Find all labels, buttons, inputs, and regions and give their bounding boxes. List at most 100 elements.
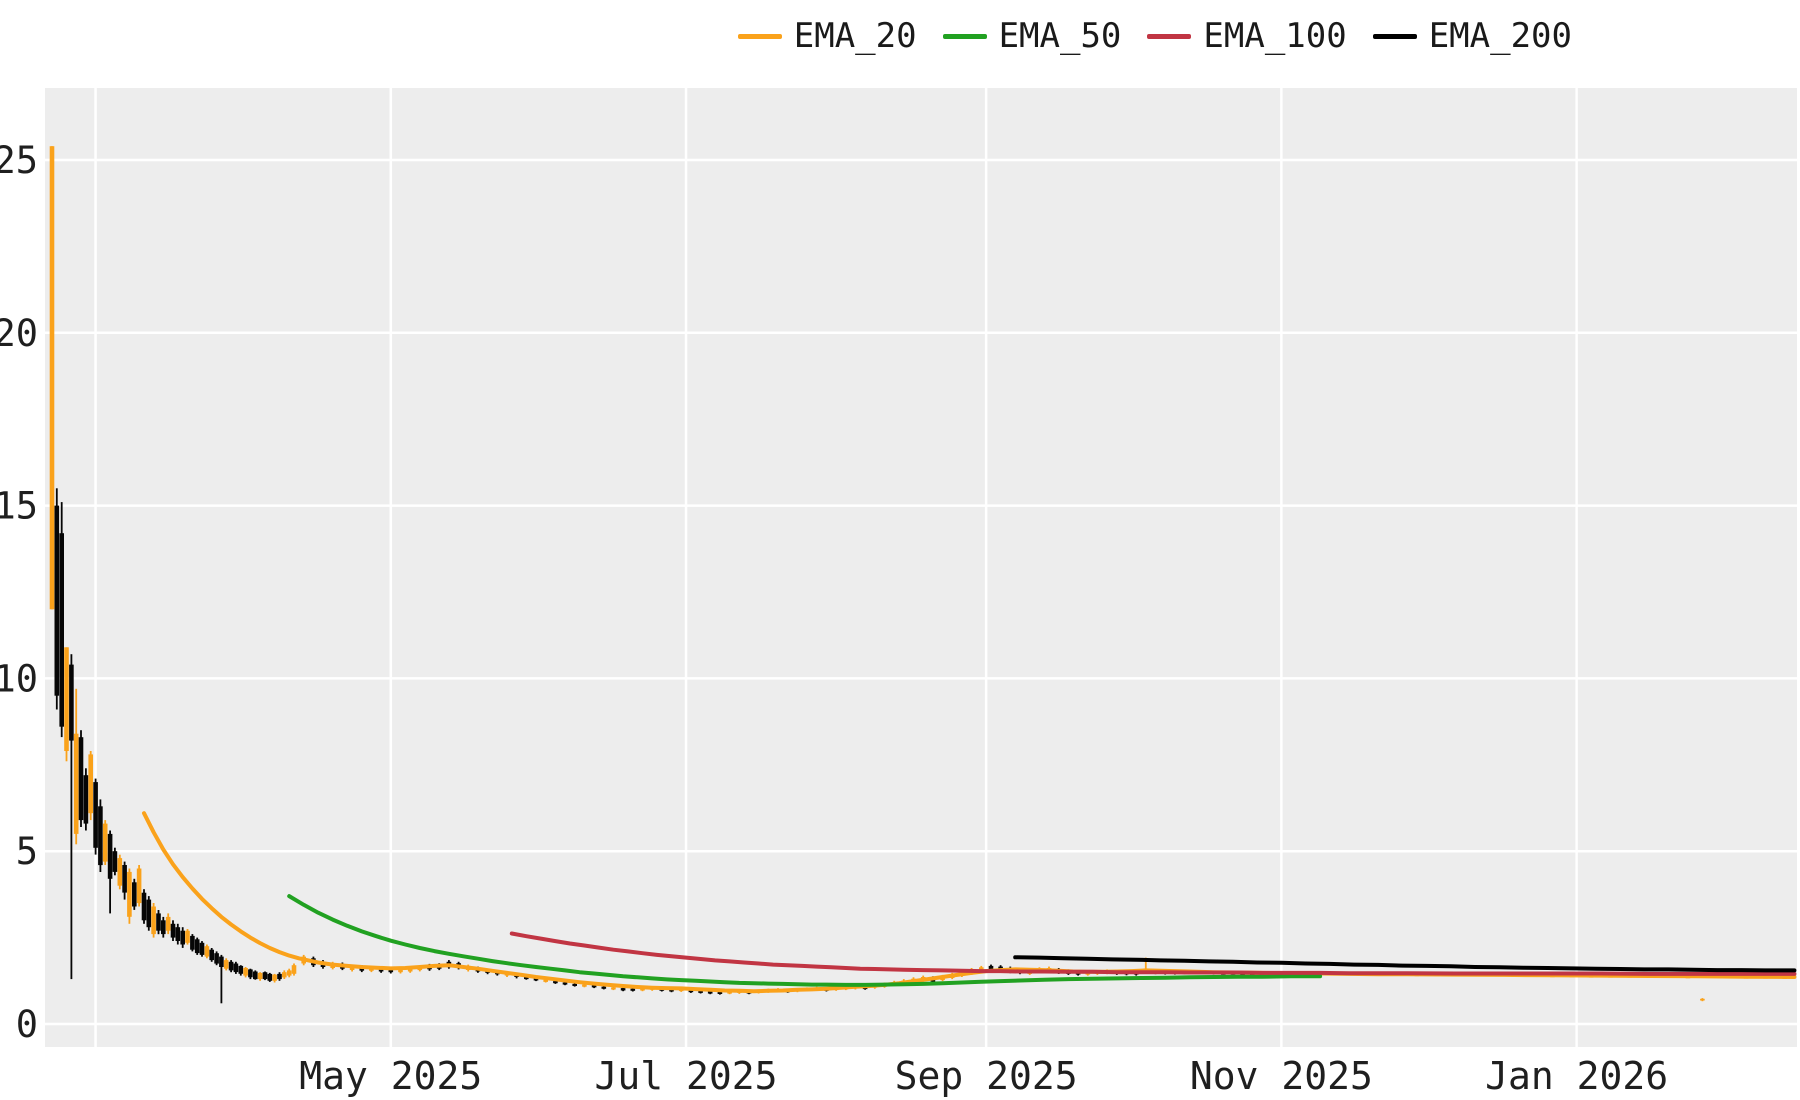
x-tick-label: May 2025	[299, 1054, 482, 1098]
y-tick-label: 5	[16, 830, 38, 873]
legend-item-ema-200: EMA_200	[1372, 16, 1572, 56]
candle-body	[136, 868, 142, 904]
x-tick-label: Nov 2025	[1190, 1054, 1373, 1098]
candle-body	[69, 664, 74, 741]
candle-wick	[220, 954, 223, 1004]
candle-body	[185, 930, 190, 943]
candle-body	[272, 974, 277, 981]
ema-line-ema-200	[1013, 955, 1797, 973]
candle-body	[630, 988, 636, 991]
candle-body	[165, 916, 171, 931]
candle-body	[611, 987, 616, 990]
candle-body	[253, 971, 258, 980]
legend-item-ema-20: EMA_20	[737, 16, 917, 56]
candle-body	[291, 965, 297, 974]
candle-body	[127, 871, 132, 917]
candle-body	[102, 823, 108, 862]
candle-body	[601, 986, 607, 989]
candle-body	[122, 865, 127, 893]
chart-legend: EMA_20 EMA_50 EMA_100 EMA_200	[0, 10, 1572, 62]
candle-body	[620, 988, 626, 991]
candle-body	[591, 985, 597, 988]
x-tick-label: Sep 2025	[895, 1054, 1078, 1098]
candle-body	[180, 930, 185, 945]
x-tick-label: Jul 2025	[594, 1054, 777, 1098]
candle-body	[262, 972, 268, 980]
candle-body	[543, 979, 548, 982]
candle-body	[257, 972, 263, 980]
candle-body	[228, 961, 234, 971]
candle-body	[199, 942, 205, 955]
candle-body	[407, 968, 413, 972]
candle-body	[698, 990, 703, 993]
y-tick-label: 20	[0, 312, 38, 355]
candle-body	[98, 806, 103, 866]
candle-body	[524, 977, 529, 980]
candle-body	[562, 982, 568, 985]
candle-body	[553, 981, 558, 984]
candle-body	[282, 972, 287, 978]
candle-body	[582, 984, 587, 987]
legend-label: EMA_100	[1203, 16, 1347, 56]
legend-swatch-icon	[942, 33, 987, 39]
candle-body	[132, 882, 137, 907]
y-tick-label: 0	[16, 1003, 38, 1046]
candle-body	[93, 782, 98, 848]
candle-body	[78, 737, 84, 821]
y-tick-label: 10	[0, 657, 38, 700]
candle-body	[572, 983, 577, 986]
x-tick-label: Jan 2026	[1485, 1054, 1668, 1098]
candle-body	[59, 533, 64, 727]
candle-wick	[70, 654, 73, 980]
candles-layer	[49, 146, 1787, 1004]
candle-body	[267, 973, 273, 981]
candle-body	[988, 965, 994, 971]
ema-line-ema-50	[287, 894, 1323, 987]
ema-line-ema-100	[509, 931, 1797, 976]
candle-body	[175, 927, 181, 941]
candle-body	[141, 892, 147, 921]
candle-body	[214, 953, 219, 964]
candle-body	[161, 920, 166, 935]
candle-body	[209, 949, 214, 961]
candle-body	[146, 899, 152, 928]
candle-body	[64, 647, 69, 751]
legend-label: EMA_20	[793, 16, 917, 56]
y-tick-label: 25	[0, 139, 38, 182]
candle-body	[151, 906, 156, 935]
candle-wick	[1144, 957, 1147, 973]
candle-body	[533, 978, 539, 981]
candle-body	[233, 963, 239, 973]
candle-body	[54, 505, 60, 696]
candle-body	[277, 973, 282, 980]
y-tick-label: 15	[0, 485, 38, 528]
legend-swatch-icon	[737, 33, 782, 39]
candle-body	[398, 969, 403, 973]
candle-body	[204, 946, 210, 957]
candle-body	[1700, 998, 1705, 1001]
legend-item-ema-100: EMA_100	[1147, 16, 1347, 56]
legend-swatch-icon	[1147, 33, 1192, 39]
candle-body	[73, 733, 79, 834]
candle-body	[669, 989, 674, 992]
candle-body	[88, 754, 93, 814]
candle-body	[219, 956, 224, 967]
candle-body	[156, 913, 161, 931]
candle-body	[107, 833, 113, 879]
candle-body	[248, 969, 253, 978]
plot-area	[45, 88, 1797, 1047]
candle-body	[388, 968, 394, 973]
legend-swatch-icon	[1372, 33, 1417, 39]
candle-body	[190, 935, 195, 950]
candle-body	[243, 968, 248, 976]
candle-body	[194, 939, 200, 954]
legend-label: EMA_200	[1428, 16, 1572, 56]
candle-body	[170, 923, 176, 938]
candle-body	[49, 146, 55, 610]
candle-body	[286, 970, 292, 976]
candle-body	[112, 851, 118, 872]
candle-body	[238, 965, 244, 974]
candle-body	[117, 858, 123, 886]
candle-body	[223, 960, 229, 969]
